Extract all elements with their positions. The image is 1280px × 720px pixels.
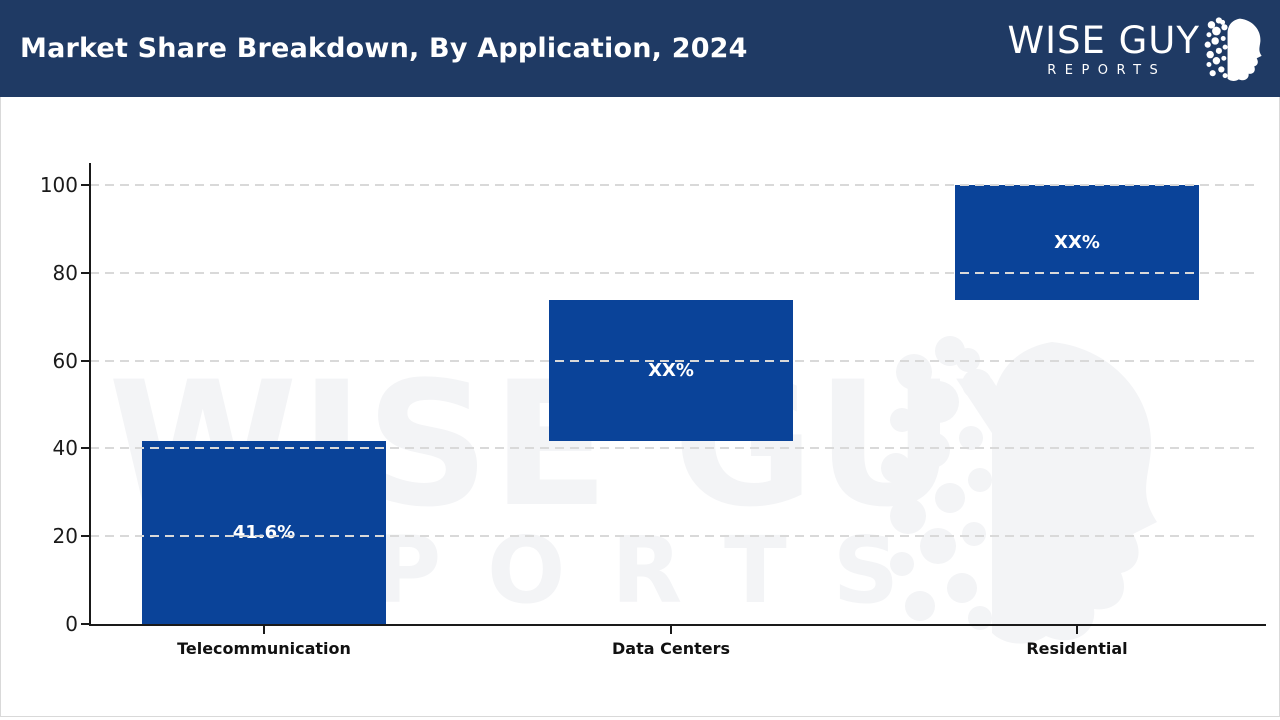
x-category-label-data-centers: Data Centers [612,639,730,658]
y-tick-mark-80 [81,271,90,274]
logo-wordmark: WISE GUY REPORTS [1008,22,1200,77]
bar-value-label: XX% [1054,231,1100,253]
gridline-40 [90,447,1255,450]
bar-data-centers: XX% [549,299,793,442]
y-tick-label-60: 60 [52,348,78,373]
gridline-20 [90,535,1255,538]
bar-chart: 0 20 40 60 80 100 41.6% XX% XX% Telecommunicati… [0,97,1280,720]
logo-wordmark-sub: REPORTS [1047,62,1167,78]
x-tick-mark-1 [263,626,265,634]
y-tick-mark-40 [81,447,90,450]
y-tick-label-20: 20 [52,524,78,549]
y-tick-label-40: 40 [52,436,78,461]
x-category-label-residential: Residential [1026,639,1128,658]
gridline-60 [90,359,1255,362]
gridline-80 [90,271,1255,274]
y-tick-mark-20 [81,535,90,538]
x-tick-mark-3 [1076,626,1078,634]
bar-residential: XX% [955,185,1199,300]
logo-face-icon [1204,17,1262,81]
bar-telecommunication: 41.6% [142,441,386,624]
bar-value-label: XX% [648,359,694,381]
wise-guy-logo: WISE GUY REPORTS [1008,4,1266,94]
y-tick-label-100: 100 [39,173,78,197]
y-tick-mark-60 [81,359,90,362]
header-bar: Market Share Breakdown, By Application, … [0,0,1280,97]
watermark-face-icon [881,336,1157,644]
x-tick-mark-2 [670,626,672,634]
bar-value-label: 41.6% [232,522,296,544]
x-axis-line [89,624,1266,626]
gridline-100 [90,184,1255,186]
y-tick-label-80: 80 [52,260,78,285]
y-tick-label-0: 0 [65,612,78,636]
y-tick-mark-0 [81,623,90,625]
logo-wordmark-main: WISE GUY [1007,18,1200,62]
y-axis-line [89,163,91,624]
x-category-label-telecommunication: Telecommunication [177,639,351,658]
chart-canvas: WISE GUY REPORTS 0 20 40 60 80 100 41.6% XX% XX… [0,97,1280,720]
y-tick-mark-100 [81,184,90,186]
page-title: Market Share Breakdown, By Application, … [20,33,748,64]
